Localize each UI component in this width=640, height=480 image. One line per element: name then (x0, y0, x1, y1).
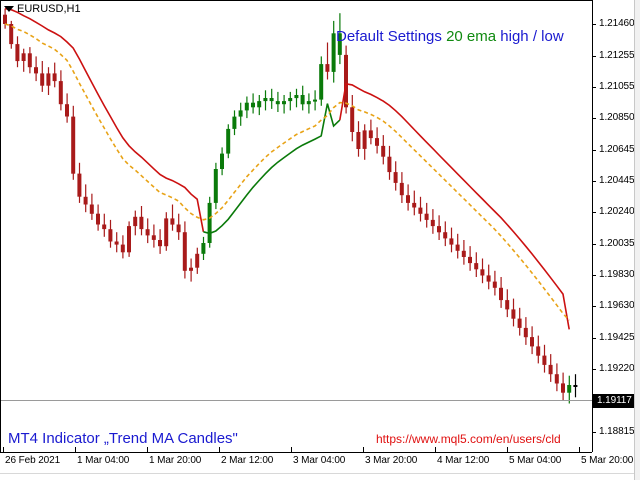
ma-solid-line-down-left (4, 7, 205, 232)
price-axis-label: 1.20240 (599, 206, 635, 217)
price-axis-tick (592, 56, 596, 57)
time-axis-label: 1 Mar 04:00 (77, 455, 130, 466)
time-axis-tick (147, 447, 148, 453)
price-axis-tick (592, 338, 596, 339)
symbol-label: EURUSD,H1 (17, 3, 81, 15)
price-axis-tick (592, 244, 596, 245)
price-axis-tick (592, 150, 596, 151)
time-axis-label: 3 Mar 20:00 (365, 455, 418, 466)
time-axis-label: 5 Mar 04:00 (509, 455, 562, 466)
time-axis-label: 1 Mar 20:00 (149, 455, 202, 466)
time-axis[interactable]: 26 Feb 2021 1 Mar 04:00 1 Mar 20:00 2 Mar 1… (0, 447, 633, 471)
price-axis-tick (592, 212, 596, 213)
price-axis-label: 1.20445 (599, 175, 635, 186)
price-axis-label: 1.20035 (599, 238, 635, 249)
price-axis-label: 1.20850 (599, 112, 635, 123)
price-axis-tick (592, 369, 596, 370)
candlestick-canvas (3, 7, 578, 404)
price-axis-tick (592, 432, 596, 433)
time-axis-label: 4 Mar 12:00 (437, 455, 490, 466)
time-axis-tick (75, 447, 76, 453)
price-axis-label: 1.20645 (599, 144, 635, 155)
price-axis[interactable]: 1.21460 1.21255 1.21055 1.20850 1.20645 1.204… (592, 0, 635, 452)
time-axis-label: 3 Mar 04:00 (293, 455, 346, 466)
symbol-label-box[interactable]: EURUSD,H1 (4, 3, 81, 15)
legend-ema-label: 20 ema (446, 28, 497, 45)
time-axis-tick (579, 447, 580, 453)
vertical-scroll-strip[interactable] (634, 0, 640, 480)
price-axis-label: 1.18815 (599, 426, 635, 437)
price-axis-tick (592, 118, 596, 119)
price-axis-divider (592, 0, 593, 452)
time-axis-label: 2 Mar 12:00 (221, 455, 274, 466)
price-axis-label: 1.19830 (599, 269, 635, 280)
price-axis-tick (592, 275, 596, 276)
time-axis-tick (507, 447, 508, 453)
author-url[interactable]: https://www.mql5.com/en/users/cld (376, 432, 561, 446)
chart-frame-top-border (0, 0, 592, 1)
time-axis-tick (3, 447, 4, 453)
legend-default-settings: Default Settings (336, 28, 442, 45)
price-axis-tick (592, 306, 596, 307)
price-axis-tick (592, 87, 596, 88)
triangle-down-icon[interactable] (4, 6, 14, 12)
chart-frame-left-border (0, 0, 1, 452)
legend-highlow-label: high / low (496, 28, 564, 45)
time-axis-label: 5 Mar 20:00 (581, 455, 634, 466)
price-axis-label: 1.21055 (599, 81, 635, 92)
indicator-title: MT4 Indicator „Trend MA Candles" (8, 430, 238, 447)
ma-dashed-line (4, 23, 570, 321)
ma-solid-line-up (203, 103, 341, 235)
price-axis-label: 1.21460 (599, 18, 635, 29)
time-axis-tick (219, 447, 220, 453)
price-axis-label: 1.21255 (599, 50, 635, 61)
current-price-line (1, 400, 592, 401)
settings-legend: Default Settings 20 ema high / low (336, 28, 564, 46)
time-axis-label: 26 Feb 2021 (5, 455, 61, 466)
ma-solid-line-down-right (339, 82, 570, 330)
price-axis-label: 1.19630 (599, 300, 635, 311)
horizontal-scroll-strip[interactable] (0, 473, 634, 480)
price-axis-tick (592, 181, 596, 182)
time-axis-divider (0, 452, 592, 453)
price-axis-label: 1.19425 (599, 332, 635, 343)
time-axis-tick (363, 447, 364, 453)
chart-plot-area[interactable] (1, 1, 592, 452)
candle-series (3, 8, 578, 404)
current-price-marker: 1.19117 (592, 394, 634, 408)
price-axis-label: 1.19220 (599, 363, 635, 374)
time-axis-tick (435, 447, 436, 453)
price-axis-tick (592, 24, 596, 25)
time-axis-tick (291, 447, 292, 453)
